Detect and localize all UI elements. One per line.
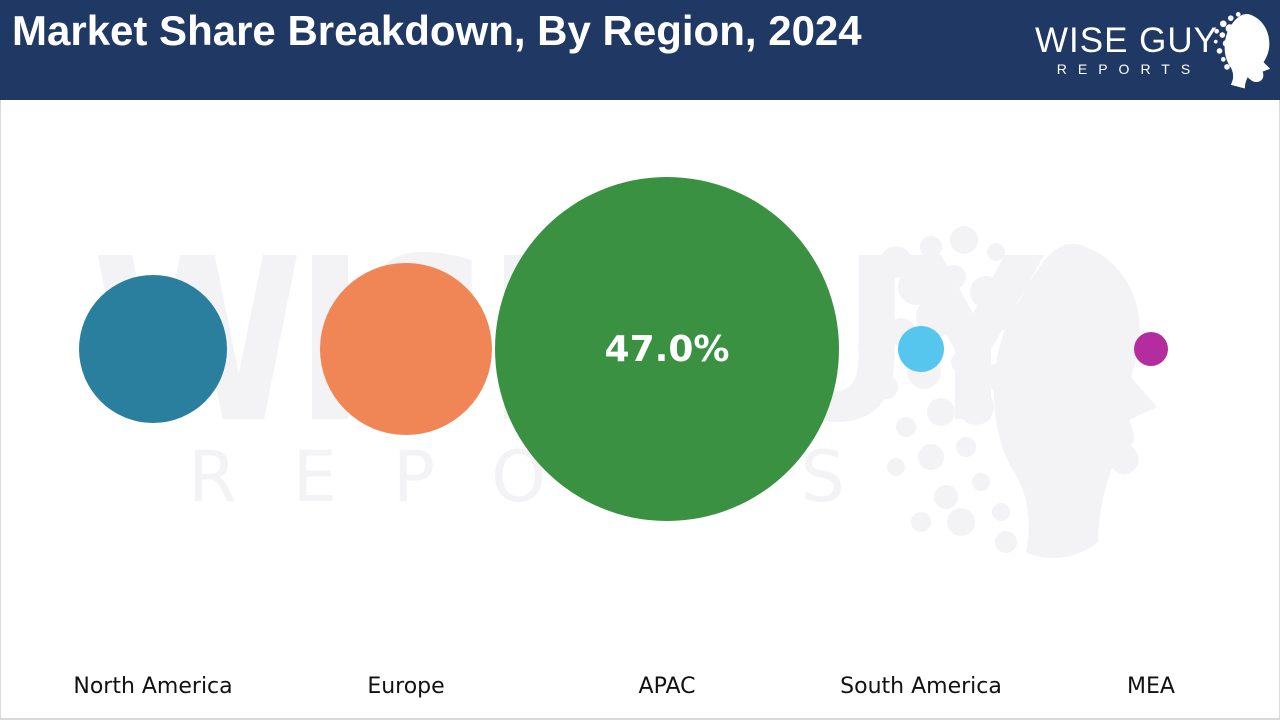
category-label-north-america: North America [73, 674, 233, 699]
bubble-north-america [79, 275, 227, 423]
bubble-apac: 47.0% [495, 177, 839, 521]
bubble-mea [1134, 332, 1168, 366]
logo-subtext: REPORTS [1056, 61, 1202, 77]
bubble-value-label: 47.0% [604, 328, 730, 370]
logo-text: WISE GUY REPORTS [1035, 23, 1218, 77]
watermark-face-icon [858, 226, 1157, 558]
logo-wordmark: WISE GUY [1034, 21, 1218, 60]
category-label-apac: APAC [638, 674, 696, 699]
logo-face-icon [1213, 12, 1271, 89]
chart-title: Market Share Breakdown, By Region, 2024 [12, 7, 862, 54]
category-label-mea: MEA [1127, 674, 1175, 699]
header-bar: Market Share Breakdown, By Region, 2024 … [0, 0, 1280, 100]
category-label-europe: Europe [367, 674, 445, 699]
category-label-south-america: South America [840, 674, 1002, 699]
bubble-europe [320, 263, 492, 435]
wise-guy-reports-logo: WISE GUY REPORTS [1035, 0, 1280, 100]
bubble-south-america [898, 326, 944, 372]
